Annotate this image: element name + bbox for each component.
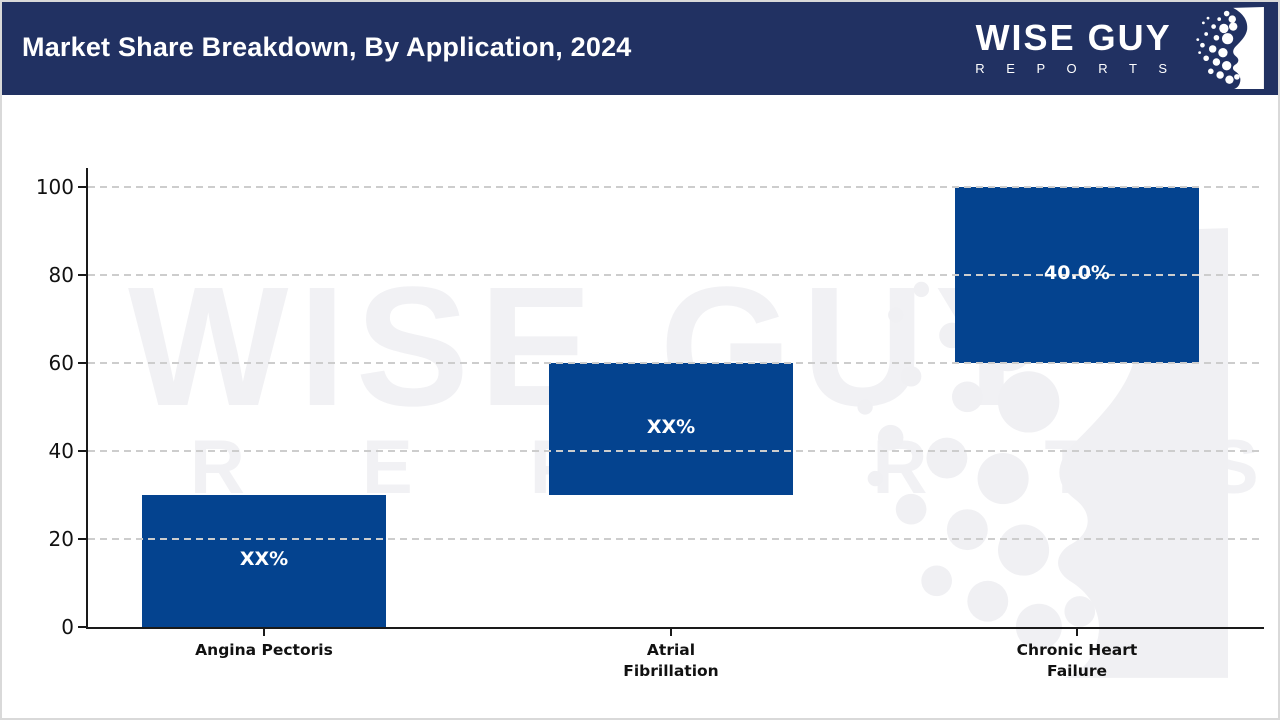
x-tick-1 (263, 629, 265, 636)
bar-2 (549, 363, 793, 495)
bar-value-label: XX% (239, 548, 289, 570)
bar-1 (142, 495, 386, 627)
header-bar: Market Share Breakdown, By Application, … (0, 0, 1280, 95)
gridline-y-20 (88, 538, 1262, 540)
y-tick-label: 0 (61, 615, 74, 639)
y-tick-20 (78, 538, 86, 540)
gridline-y-100 (88, 186, 1262, 188)
y-axis (86, 168, 88, 629)
y-tick-40 (78, 450, 86, 452)
category-label: Angina Pectoris (195, 641, 333, 659)
y-tick-80 (78, 274, 86, 276)
y-tick-label: 80 (48, 263, 74, 287)
y-tick-100 (78, 186, 86, 188)
brand-logo: WISE GUY R E P O R T S (971, 6, 1264, 89)
y-tick-label: 40 (48, 439, 74, 463)
x-tick-2 (670, 629, 672, 636)
brand-name: WISE GUY (975, 16, 1172, 58)
y-tick-60 (78, 362, 86, 364)
y-tick-label: 20 (48, 527, 74, 551)
gridline-y-60 (88, 362, 1262, 364)
dotted-head-logo-icon (1196, 6, 1264, 89)
category-label: Atrial Fibrillation (623, 641, 719, 680)
x-axis (86, 627, 1264, 629)
category-label: Chronic Heart Failure (1016, 641, 1138, 680)
brand-subtitle: R E P O R T S (975, 60, 1176, 76)
gridline-y-40 (88, 450, 1262, 452)
gridline-y-80 (88, 274, 1262, 276)
page-title: Market Share Breakdown, By Application, … (22, 32, 632, 62)
y-tick-label: 100 (35, 175, 74, 199)
bar-value-label: XX% (646, 416, 696, 438)
bar-value-label: 40.0% (1044, 262, 1110, 284)
y-tick-0 (78, 626, 86, 628)
y-tick-label: 60 (48, 351, 74, 375)
x-tick-3 (1076, 629, 1078, 636)
brand-wordmark: WISE GUY R E P O R T S (971, 16, 1176, 76)
